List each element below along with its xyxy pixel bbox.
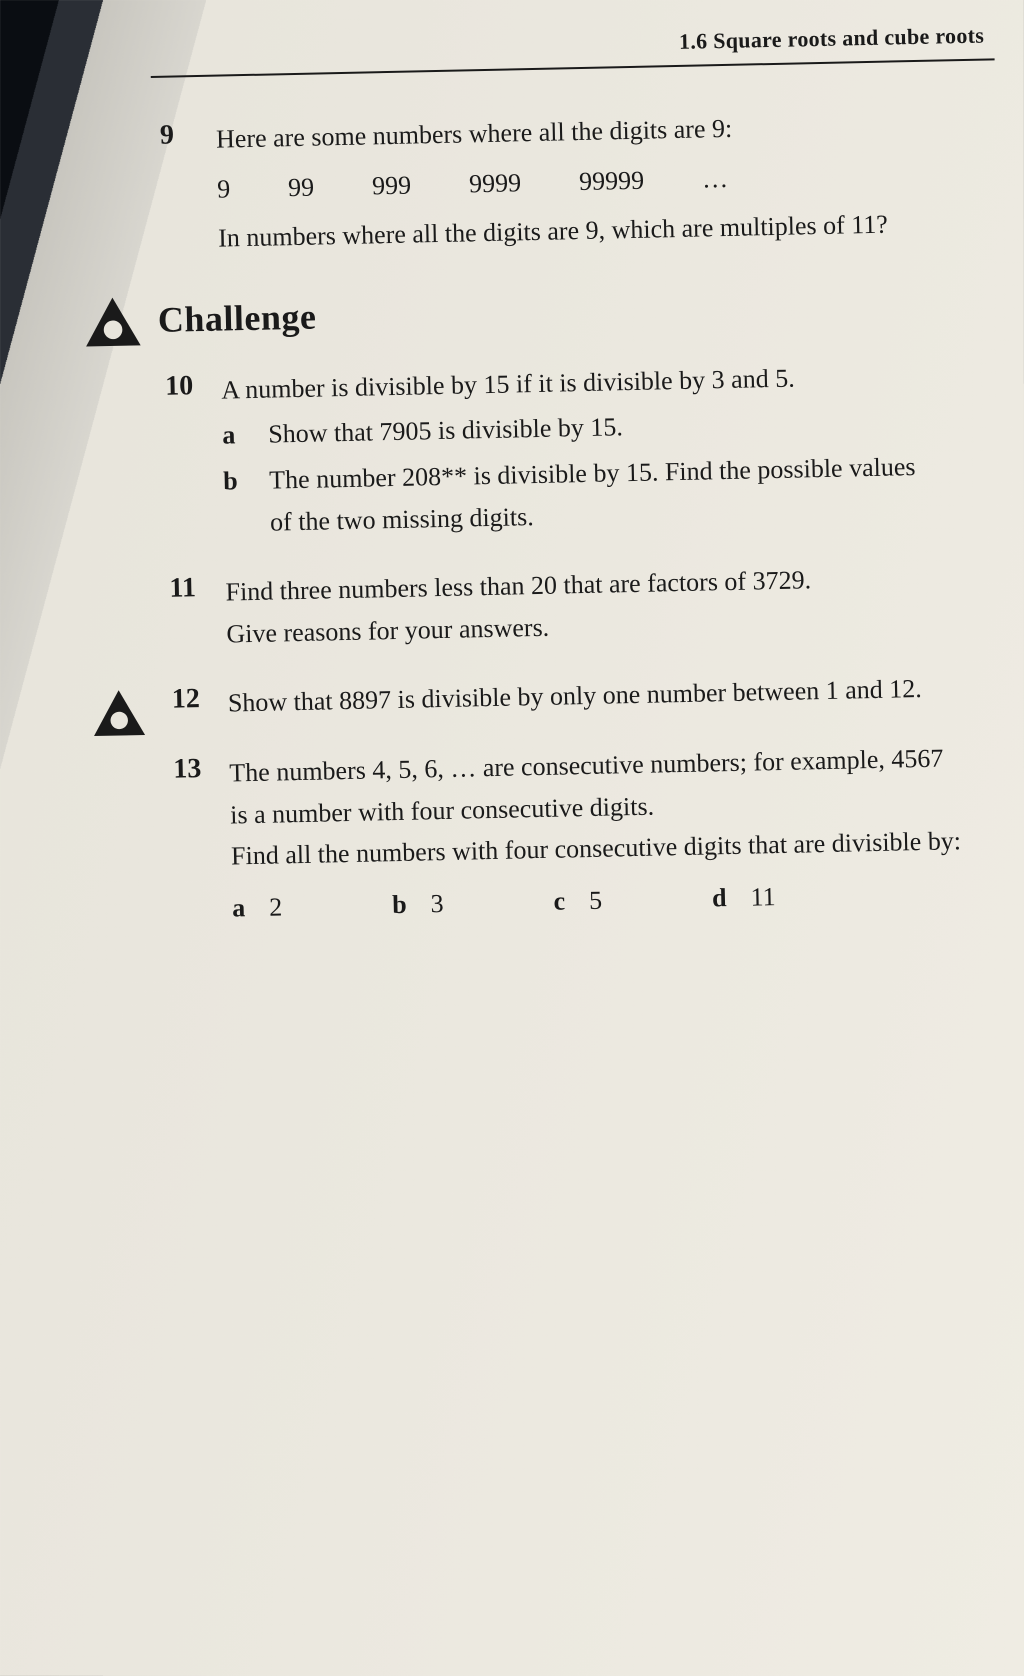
question-12: 12 Show that 8897 is divisible by only o… <box>163 667 1008 726</box>
opt-value: 5 <box>589 879 603 921</box>
challenge-title: Challenge <box>157 281 1000 341</box>
opt-value: 3 <box>430 883 444 925</box>
q9-n5: … <box>702 158 729 200</box>
question-11: 11 Find three numbers less than 20 that … <box>161 555 1007 656</box>
challenge-heading: Challenge <box>155 281 1000 341</box>
opt-value: 11 <box>750 876 776 918</box>
q9-number-list: 9 99 999 9999 99999 … <box>217 152 998 210</box>
q12-text: Show that 8897 is divisible by only one … <box>227 667 1008 725</box>
part-label-a: a <box>222 414 269 457</box>
question-9: 9 Here are some numbers where all the di… <box>152 102 999 260</box>
opt-label: c <box>553 880 565 922</box>
q9-n0: 9 <box>217 168 231 210</box>
question-number: 13 <box>165 752 230 785</box>
question-number: 11 <box>161 572 226 605</box>
q9-line1: Here are some numbers where all the digi… <box>216 102 997 160</box>
challenge-icon <box>90 687 149 746</box>
q13-opt-d: d 11 <box>712 876 776 919</box>
q13-opt-c: c 5 <box>553 879 602 922</box>
q13-options: a 2 b 3 c 5 d 11 <box>232 871 1013 929</box>
opt-value: 2 <box>269 886 283 928</box>
question-number: 10 <box>157 369 222 402</box>
section-header: 1.6 Square roots and cube roots <box>150 22 995 78</box>
q10-part-b: b The number 208** is divisible by 15. F… <box>223 444 1005 544</box>
question-number: 12 <box>163 683 228 716</box>
q9-n1: 99 <box>288 166 315 208</box>
challenge-icon <box>81 293 144 356</box>
opt-label: d <box>712 877 727 919</box>
opt-label: a <box>232 887 246 929</box>
question-13: 13 The numbers 4, 5, 6, … are consecutiv… <box>165 736 1013 930</box>
q9-n4: 99999 <box>579 159 645 202</box>
question-10: 10 A number is divisible by 15 if it is … <box>157 353 1004 545</box>
opt-label: b <box>392 884 407 926</box>
part-label-b: b <box>223 460 270 503</box>
question-number: 9 <box>152 119 217 152</box>
q9-line2: In numbers where all the digits are 9, w… <box>218 201 999 259</box>
q13-opt-b: b 3 <box>392 883 444 926</box>
q13-opt-a: a 2 <box>232 886 283 929</box>
q9-n3: 9999 <box>469 162 522 205</box>
q9-n2: 999 <box>372 164 412 206</box>
